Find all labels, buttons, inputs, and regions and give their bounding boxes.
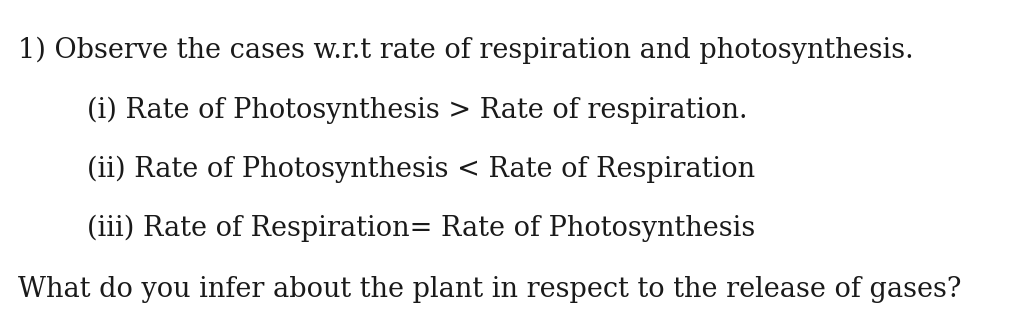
Text: (iii) Rate of Respiration= Rate of Photosynthesis: (iii) Rate of Respiration= Rate of Photo… (18, 215, 756, 242)
Text: (i) Rate of Photosynthesis > Rate of respiration.: (i) Rate of Photosynthesis > Rate of res… (18, 96, 748, 124)
Text: 1) Observe the cases w.r.t rate of respiration and photosynthesis.: 1) Observe the cases w.r.t rate of respi… (18, 37, 914, 64)
Text: What do you infer about the plant in respect to the release of gases?: What do you infer about the plant in res… (18, 276, 962, 303)
Text: (ii) Rate of Photosynthesis < Rate of Respiration: (ii) Rate of Photosynthesis < Rate of Re… (18, 156, 756, 183)
